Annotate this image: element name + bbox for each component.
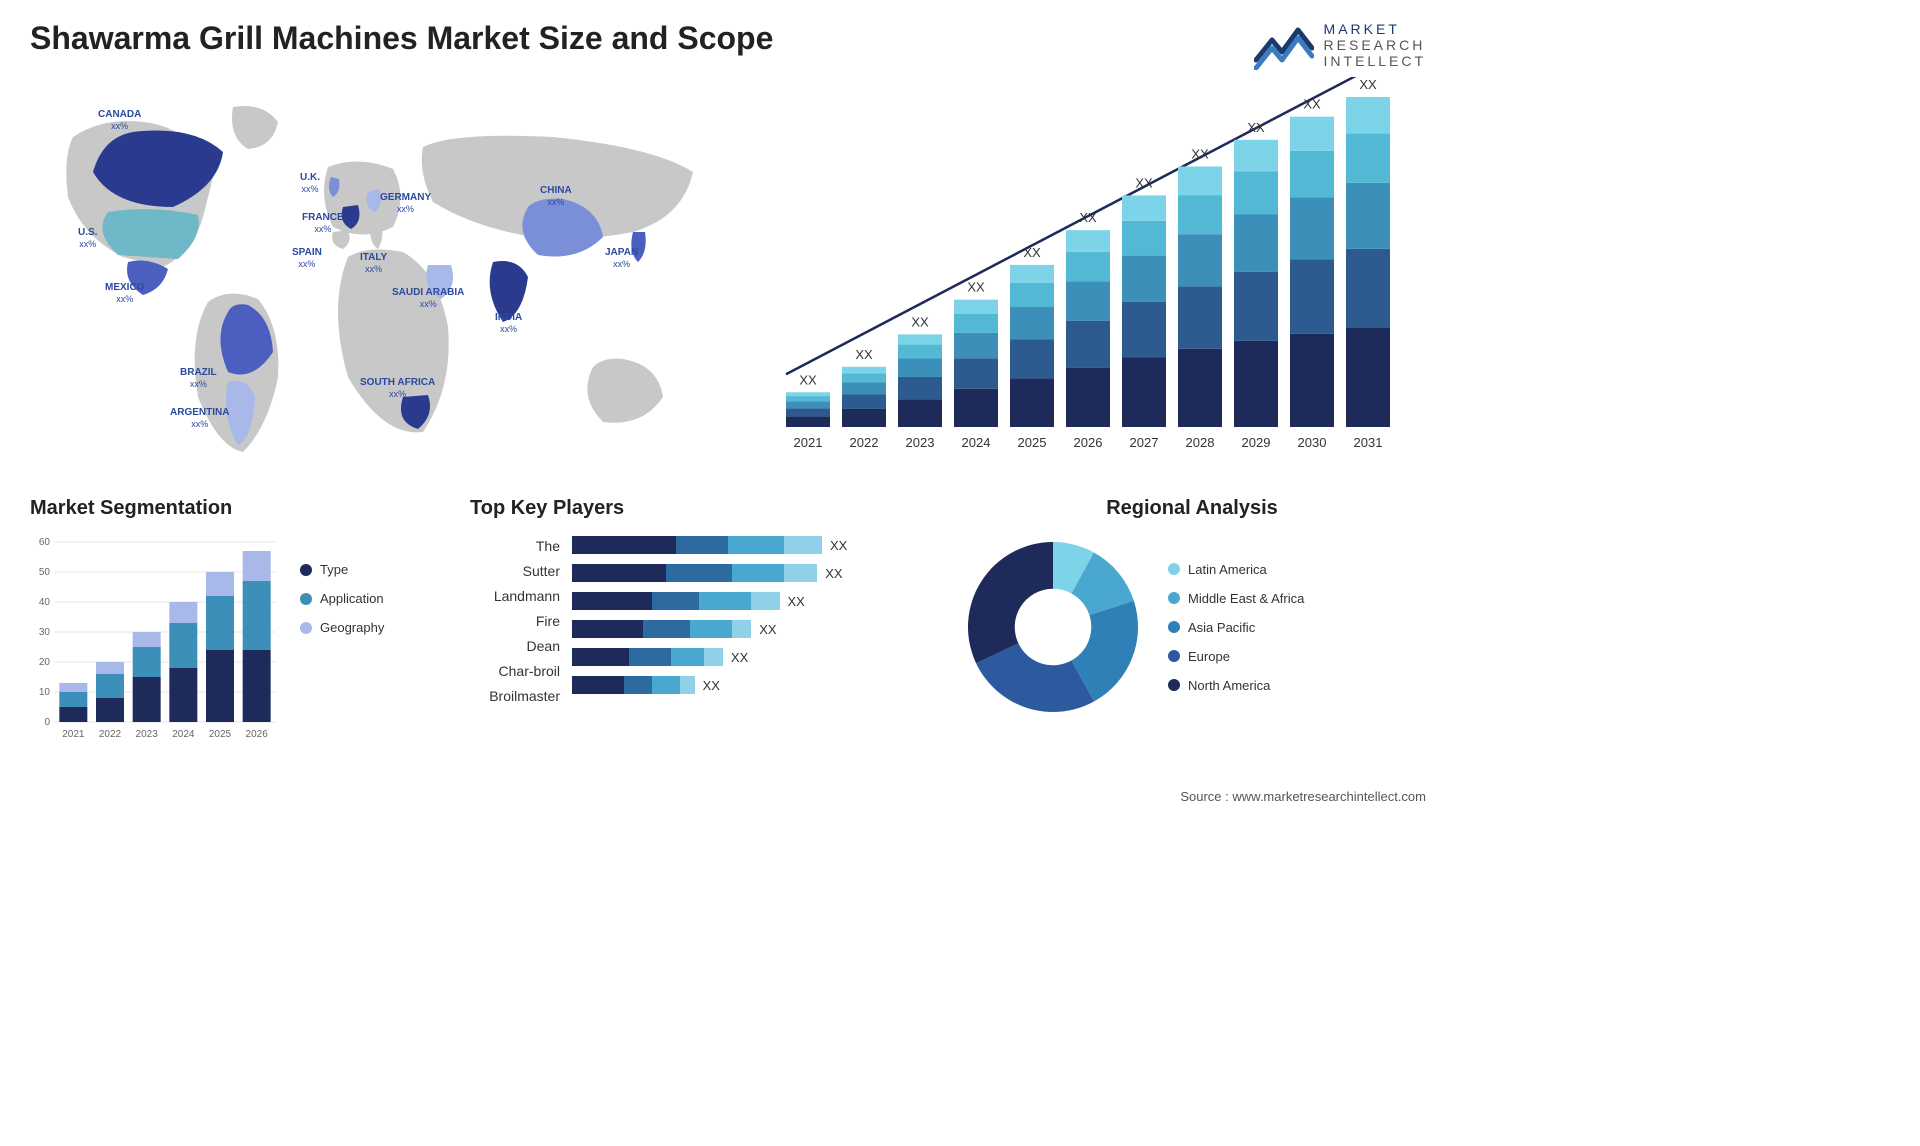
svg-text:2025: 2025 [209, 729, 232, 740]
player-value: XX [731, 650, 748, 665]
map-label: CANADAxx% [98, 109, 141, 133]
player-name: Dean [470, 638, 560, 654]
map-label: U.S.xx% [78, 227, 97, 251]
logo-mark-icon [1254, 20, 1314, 70]
seg-legend-item: Geography [300, 620, 384, 635]
map-label: ARGENTINAxx% [170, 407, 229, 431]
player-name: Broilmaster [470, 688, 560, 704]
map-label: SOUTH AFRICAxx% [360, 377, 435, 401]
player-name: Fire [470, 613, 560, 629]
world-map: CANADAxx% U.S.xx% MEXICOxx% BRAZILxx% ARGENT… [30, 77, 736, 477]
regional-title: Regional Analysis [958, 497, 1426, 520]
growth-year-label: 2025 [1018, 435, 1047, 450]
brand-logo: MARKET RESEARCH INTELLECT [1254, 20, 1426, 70]
segmentation-title: Market Segmentation [30, 497, 450, 520]
svg-text:2022: 2022 [99, 729, 122, 740]
players-names: The Sutter Landmann Fire Dean Char-broil Broil… [470, 532, 560, 704]
map-label: U.K.xx% [300, 172, 320, 196]
player-value: XX [759, 622, 776, 637]
map-label: CHINAxx% [540, 185, 572, 209]
player-name: Sutter [470, 563, 560, 579]
svg-text:40: 40 [39, 597, 51, 608]
growth-chart-svg: XX 2021 XX 2022 XX 2023 XX 2024 XX 2025 XX 2026 XX 20… [766, 77, 1426, 457]
svg-text:2023: 2023 [136, 729, 159, 740]
player-name: The [470, 538, 560, 554]
segmentation-legend: Type Application Geography [300, 532, 384, 742]
growth-year-label: 2030 [1298, 435, 1327, 450]
svg-text:2024: 2024 [172, 729, 195, 740]
svg-text:20: 20 [39, 657, 51, 668]
map-label: MEXICOxx% [105, 282, 144, 306]
map-label: BRAZILxx% [180, 367, 217, 391]
growth-year-label: 2029 [1242, 435, 1271, 450]
growth-bar-label: XX [911, 314, 929, 329]
player-value: XX [830, 538, 847, 553]
growth-year-label: 2022 [850, 435, 879, 450]
segmentation-chart: 0 10 20 30 40 50 60 2021 2022 2023 2024 2025 2026 [30, 532, 280, 742]
growth-year-label: 2026 [1074, 435, 1103, 450]
svg-text:0: 0 [44, 717, 50, 728]
svg-text:2026: 2026 [246, 729, 269, 740]
logo-text-3: INTELLECT [1324, 53, 1426, 69]
logo-text-2: RESEARCH [1324, 37, 1426, 53]
player-row: XX [572, 620, 847, 638]
growth-bar-label: XX [1079, 210, 1097, 225]
growth-bar-label: XX [1191, 146, 1209, 161]
reg-legend-item: Latin America [1168, 562, 1304, 577]
player-row: XX [572, 536, 847, 554]
svg-text:50: 50 [39, 567, 51, 578]
player-row: XX [572, 564, 847, 582]
player-value: XX [703, 678, 720, 693]
growth-year-label: 2027 [1130, 435, 1159, 450]
svg-text:10: 10 [39, 687, 51, 698]
reg-legend-item: Asia Pacific [1168, 620, 1304, 635]
growth-bar-label: XX [1247, 120, 1265, 135]
seg-legend-item: Type [300, 562, 384, 577]
growth-bar-label: XX [967, 280, 985, 295]
growth-chart: XX 2021 XX 2022 XX 2023 XX 2024 XX 2025 XX 2026 XX 20… [766, 77, 1426, 477]
regional-legend: Latin America Middle East & Africa Asia Pa… [1168, 562, 1304, 693]
reg-legend-item: North America [1168, 678, 1304, 693]
seg-legend-item: Application [300, 591, 384, 606]
growth-year-label: 2021 [794, 435, 823, 450]
logo-text-1: MARKET [1324, 21, 1426, 37]
players-bars: XX XX XX XX XX XX [572, 532, 847, 704]
map-label: SAUDI ARABIAxx% [392, 287, 464, 311]
map-label: GERMANYxx% [380, 192, 431, 216]
regional-donut [958, 532, 1148, 722]
world-map-svg [30, 77, 736, 477]
growth-bar-label: XX [1359, 77, 1377, 92]
player-value: XX [825, 566, 842, 581]
map-label: FRANCExx% [302, 212, 344, 236]
svg-text:2021: 2021 [62, 729, 85, 740]
map-label: INDIAxx% [495, 312, 522, 336]
growth-year-label: 2028 [1186, 435, 1215, 450]
growth-year-label: 2024 [962, 435, 991, 450]
players-title: Top Key Players [470, 497, 938, 520]
player-name: Char-broil [470, 663, 560, 679]
player-row: XX [572, 676, 847, 694]
map-label: ITALYxx% [360, 252, 387, 276]
map-label: JAPANxx% [605, 247, 638, 271]
player-row: XX [572, 648, 847, 666]
growth-year-label: 2031 [1354, 435, 1383, 450]
growth-bar-label: XX [1023, 245, 1041, 260]
page-title: Shawarma Grill Machines Market Size and … [30, 20, 1426, 57]
map-label: SPAINxx% [292, 247, 322, 271]
reg-legend-item: Europe [1168, 649, 1304, 664]
source-text: Source : www.marketresearchintellect.com [1180, 789, 1426, 804]
player-value: XX [788, 594, 805, 609]
reg-legend-item: Middle East & Africa [1168, 591, 1304, 606]
growth-bar-label: XX [1303, 97, 1321, 112]
growth-year-label: 2023 [906, 435, 935, 450]
growth-bar-label: XX [1135, 175, 1153, 190]
svg-text:30: 30 [39, 627, 51, 638]
svg-text:60: 60 [39, 537, 51, 548]
growth-bar-label: XX [855, 347, 873, 362]
growth-bar-label: XX [799, 372, 817, 387]
player-name: Landmann [470, 588, 560, 604]
player-row: XX [572, 592, 847, 610]
